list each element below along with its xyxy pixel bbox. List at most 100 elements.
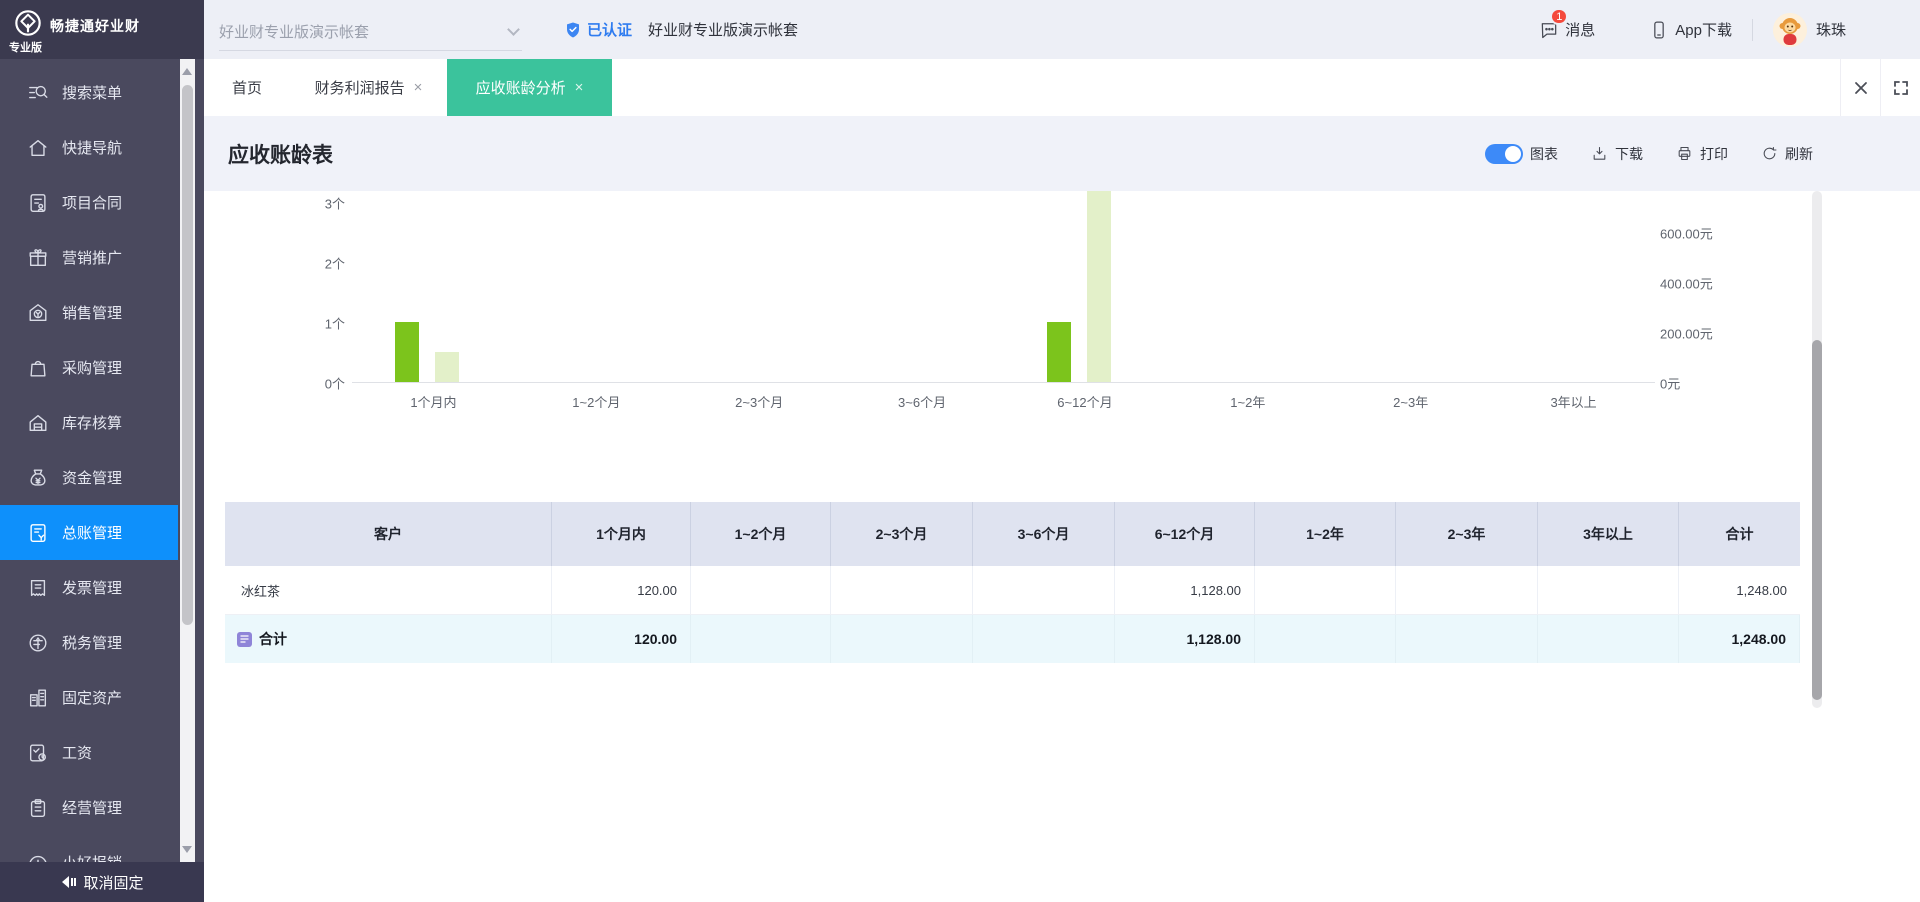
- sidebar-item-label: 工资: [62, 745, 93, 762]
- total-label-cell: 合计: [225, 615, 552, 663]
- table-header-cell: 3年以上: [1538, 502, 1679, 566]
- sidebar-item-label: 资金管理: [62, 470, 123, 487]
- content-scrollbar-thumb[interactable]: [1812, 340, 1822, 700]
- sidebar-item-moneybag[interactable]: 资金管理: [0, 450, 178, 505]
- close-all-button[interactable]: [1841, 59, 1880, 116]
- sidebar-menu: 搜索菜单快捷导航项目合同 营销推广 销售管理采购管理库存核算资金管理总账管理发票管理…: [0, 59, 178, 862]
- chart-toggle[interactable]: 图表: [1485, 143, 1558, 164]
- tab-应收账龄分析[interactable]: 应收账龄分析 ×: [447, 59, 612, 116]
- total-cell: 1,128.00: [1115, 615, 1255, 663]
- app-download-button[interactable]: App下载: [1649, 19, 1732, 40]
- download-icon: [1593, 146, 1606, 160]
- sidebar-item-label: 采购管理: [62, 360, 123, 377]
- phone-icon: [1654, 20, 1665, 39]
- right-axis-tick: 600.00元: [1660, 226, 1713, 242]
- total-label: 合计: [259, 631, 287, 647]
- table-cell: [691, 566, 831, 614]
- total-cell: 120.00: [552, 615, 691, 663]
- scroll-down-icon[interactable]: [182, 846, 192, 853]
- user-menu[interactable]: 珠珠: [1772, 12, 1846, 47]
- left-axis-tick: 0个: [324, 376, 345, 392]
- sidebar-item-label: 小好报销: [62, 852, 122, 862]
- refresh-button[interactable]: 刷新: [1761, 144, 1813, 164]
- table-cell: [831, 566, 973, 614]
- aging-chart: 3个 2个 1个 0个 600.00元 400.00元 200.00元 0元 1个月内 1~2个月…: [204, 191, 1920, 502]
- unpin-sidebar-button[interactable]: 取消固定: [0, 862, 204, 902]
- sidebar-item-clipboard[interactable]: 经营管理: [0, 780, 178, 835]
- gift-icon: [27, 247, 49, 269]
- topbar-right: 1 消息 App下载: [1539, 8, 1846, 47]
- tab-财务利润报告[interactable]: 财务利润报告 ×: [290, 59, 447, 116]
- tab-close-icon[interactable]: ×: [574, 79, 584, 96]
- print-button[interactable]: 打印: [1676, 144, 1728, 164]
- tab-首页[interactable]: 首页: [204, 59, 290, 116]
- table-cell: 1,248.00: [1736, 582, 1787, 598]
- table-cell: [1396, 566, 1538, 614]
- sidebar-item-warehouse[interactable]: 库存核算: [0, 395, 178, 450]
- sidebar-item-gift[interactable]: 营销推广: [0, 230, 178, 285]
- sidebar-item-contract[interactable]: 项目合同: [0, 175, 178, 230]
- tab-actions: [1840, 59, 1920, 116]
- payroll-icon: [27, 742, 49, 764]
- sidebar-item-label: 搜索菜单: [62, 85, 123, 102]
- invoice-icon: [27, 577, 49, 599]
- x-axis-label: 2~3个月: [735, 395, 784, 410]
- x-axis-label: 1个月内: [410, 395, 457, 410]
- bag-icon: [27, 357, 49, 379]
- tab-label: 首页: [231, 80, 262, 97]
- tab-label: 财务利润报告: [314, 80, 405, 97]
- account-title: 好业财专业版演示帐套: [648, 22, 799, 39]
- tab-label: 应收账龄分析: [475, 80, 566, 97]
- verified-badge[interactable]: 已认证: [564, 19, 632, 40]
- topbar: 好业财专业版演示帐套 已认证 好业财专业版演示帐套 1 消息: [204, 0, 1920, 59]
- sidebar-item-payroll[interactable]: 工资: [0, 725, 178, 780]
- bar-count-1个月内: [395, 322, 420, 382]
- sidebar-item-tax[interactable]: 税务管理: [0, 615, 178, 670]
- scroll-up-icon[interactable]: [182, 68, 192, 75]
- messages-button[interactable]: 1 消息: [1539, 8, 1595, 40]
- collapse-left-icon: [62, 876, 77, 888]
- fullscreen-button[interactable]: [1881, 59, 1920, 116]
- toolbar: 图表 下载 打印 刷新: [1485, 143, 1813, 164]
- left-axis-tick: 3个: [324, 196, 345, 212]
- sidebar-scrollbar[interactable]: [180, 59, 195, 862]
- tab-close-icon[interactable]: ×: [413, 79, 423, 96]
- fullscreen-icon: [1893, 80, 1908, 95]
- table-header-cell: 6~12个月: [1115, 502, 1255, 566]
- sidebar-item-building[interactable]: 固定资产: [0, 670, 178, 725]
- logo-block: 畅捷通好业财 专业版: [0, 0, 204, 59]
- sidebar-item-label: 总账管理: [62, 525, 123, 542]
- total-cell: [1538, 615, 1679, 663]
- sidebar-item-search[interactable]: 搜索菜单: [0, 65, 178, 120]
- table-cell: [973, 566, 1115, 614]
- sidebar-item-sales[interactable]: 销售管理: [0, 285, 178, 340]
- sidebar-item-bag[interactable]: 采购管理: [0, 340, 178, 395]
- sidebar-item-ledger[interactable]: 总账管理: [0, 505, 178, 560]
- x-axis-label: 1~2年: [1230, 395, 1266, 410]
- bar-amount-1个月内: [435, 352, 460, 382]
- toggle-switch[interactable]: [1485, 143, 1523, 164]
- warehouse-icon: [27, 412, 49, 434]
- messages-count-badge: 1: [1550, 8, 1569, 25]
- content-scrollbar[interactable]: [1812, 191, 1822, 708]
- table-cell: 1,128.00: [1115, 566, 1255, 614]
- workspace-select[interactable]: 好业财专业版演示帐套: [219, 13, 522, 51]
- sidebar-item-label: 税务管理: [62, 635, 123, 652]
- sidebar-scrollbar-thumb[interactable]: [182, 85, 193, 625]
- brand-edition: 专业版: [9, 42, 42, 54]
- tab-bar: 首页 财务利润报告 × 应收账龄分析 ×: [204, 59, 1920, 116]
- refresh-icon: [1763, 146, 1777, 160]
- close-icon: [1854, 81, 1867, 94]
- sidebar-item-home[interactable]: 快捷导航: [0, 120, 178, 175]
- table-header-cell: 2~3年: [1396, 502, 1538, 566]
- sidebar-item-circle[interactable]: 小好报销: [0, 835, 178, 862]
- right-axis-tick: 0元: [1660, 376, 1681, 392]
- contract-icon: [27, 192, 49, 214]
- refresh-label: 刷新: [1785, 145, 1813, 162]
- sidebar-item-invoice[interactable]: 发票管理: [0, 560, 178, 615]
- sidebar-item-label: 快捷导航: [62, 140, 123, 157]
- username: 珠珠: [1815, 22, 1846, 39]
- download-button[interactable]: 下载: [1591, 144, 1643, 164]
- brand-logo-icon: [15, 10, 41, 36]
